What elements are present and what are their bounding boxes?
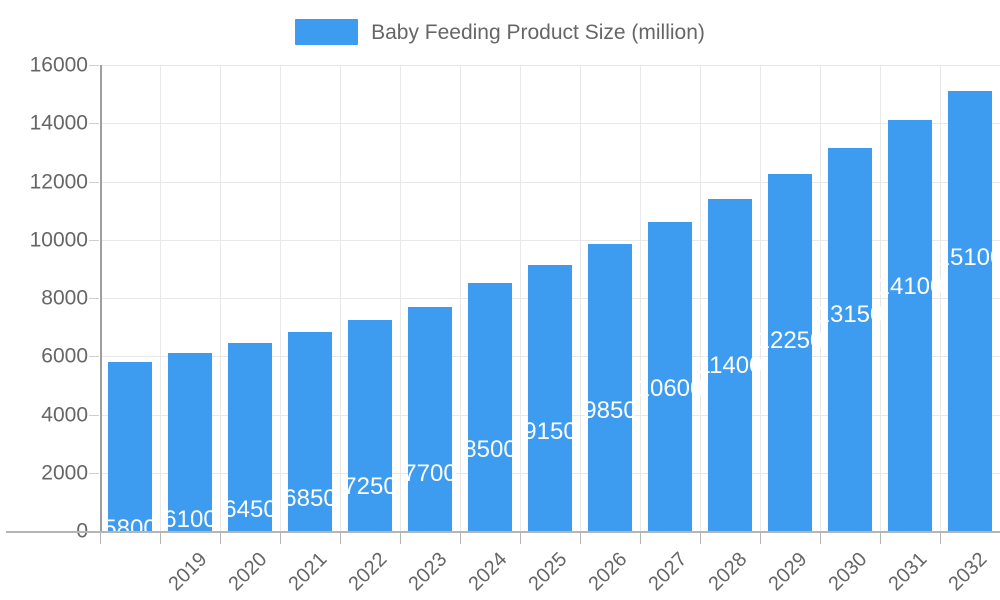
- bar[interactable]: 5800: [103, 362, 157, 541]
- legend-item-baby-feeding-product-size[interactable]: Baby Feeding Product Size (million): [295, 19, 705, 45]
- x-axis-tick-label: 2021: [284, 548, 332, 596]
- bar-series-baby-feeding-product-size: 5800 6100 6450 6850 7250 7700 8500 9150 9850 1060…: [100, 65, 1000, 541]
- y-axis-tick-mark: [89, 298, 99, 299]
- bar-value-label: 14100: [876, 273, 944, 301]
- x-axis-tick-label: 2029: [764, 548, 812, 596]
- bar[interactable]: 14100: [877, 120, 943, 531]
- y-axis-tick-mark: [89, 356, 99, 358]
- y-axis-tick-mark: [89, 65, 99, 66]
- x-axis-tick-label: 2030: [824, 548, 872, 596]
- bar-value-label: 10600: [636, 375, 704, 403]
- plot-area: 5800 6100 6450 6850 7250 7700 8500 9150 9850 1060…: [100, 65, 1000, 541]
- bar[interactable]: 6850: [283, 331, 337, 531]
- y-axis-tick-labels: 0200040006000800010000120001400016000: [0, 0, 100, 600]
- x-axis-tick-mark: [940, 533, 941, 544]
- x-axis-tick-mark: [460, 533, 461, 544]
- bar[interactable]: 9150: [523, 264, 577, 531]
- bar-value-label: 6100: [163, 506, 217, 534]
- bar[interactable]: 13150: [817, 148, 883, 531]
- bar[interactable]: 6450: [223, 343, 277, 531]
- x-axis-line: [6, 531, 1000, 533]
- x-axis-tick-mark: [160, 533, 161, 544]
- bar-value-label: 9150: [523, 417, 577, 445]
- y-axis-tick-label: 14000: [29, 111, 88, 135]
- bar[interactable]: 12250: [757, 174, 823, 531]
- x-axis-tick-mark: [340, 533, 341, 544]
- bar[interactable]: 9850: [583, 244, 637, 531]
- x-axis-tick-mark: [760, 533, 761, 544]
- x-axis-tick-label: 2019: [164, 548, 212, 596]
- x-axis-tick-label: 2028: [704, 548, 752, 596]
- bar-value-label: 8500: [463, 436, 517, 464]
- y-axis-tick-mark: [89, 472, 99, 474]
- x-axis-tick-label: 2023: [404, 548, 452, 596]
- chart-legend: Baby Feeding Product Size (million): [0, 14, 1000, 50]
- x-axis-tick-label: 2027: [644, 548, 692, 596]
- x-axis-tick-label: 2024: [464, 548, 512, 596]
- bar-value-label: 6850: [283, 484, 337, 512]
- bar[interactable]: 15100: [937, 91, 1000, 531]
- x-axis-tick-mark: [880, 533, 881, 544]
- bar-value-label: 15100: [936, 244, 1000, 272]
- x-axis-tick-mark: [640, 533, 641, 544]
- x-axis-tick-mark: [520, 533, 521, 544]
- x-axis-tick-mark: [820, 533, 821, 544]
- x-axis-tick-mark: [400, 533, 401, 544]
- y-axis-tick-mark: [89, 123, 99, 125]
- legend-item-label: Baby Feeding Product Size (million): [371, 20, 705, 44]
- y-axis-line: [100, 65, 102, 532]
- bar[interactable]: 7700: [403, 306, 457, 531]
- bar[interactable]: 10600: [637, 222, 703, 531]
- bar[interactable]: 7250: [343, 319, 397, 531]
- y-axis-tick-label: 12000: [29, 170, 88, 193]
- bar-value-label: 13150: [816, 301, 884, 329]
- bar-value-label: 11400: [697, 351, 763, 379]
- y-axis-tick-mark: [89, 181, 99, 183]
- y-axis-tick-label: 6000: [41, 344, 88, 368]
- bar-value-label: 6450: [223, 496, 277, 524]
- x-axis-tick-mark: [700, 533, 701, 544]
- y-axis-tick-mark: [89, 239, 99, 241]
- y-axis-tick-label: 10000: [29, 228, 88, 252]
- bar[interactable]: 8500: [463, 283, 517, 531]
- y-axis-tick-label: 2000: [41, 461, 88, 485]
- x-axis-tick-mark: [280, 533, 281, 544]
- bar-value-label: 7700: [403, 459, 457, 487]
- x-axis-tick-label: 2020: [224, 548, 272, 596]
- x-axis-tick-label: 2025: [524, 548, 572, 596]
- x-axis-tick-mark: [580, 533, 581, 544]
- y-axis-tick-mark: [89, 414, 99, 416]
- bar-value-label: 7250: [343, 472, 397, 500]
- legend-color-swatch: [295, 19, 359, 45]
- x-axis-tick-label: 2032: [944, 548, 992, 596]
- x-axis-tick-label: 2026: [584, 548, 632, 596]
- y-axis-tick-label: 4000: [41, 403, 88, 426]
- bar-value-label: 5800: [103, 515, 157, 543]
- y-axis-tick-label: 8000: [41, 286, 88, 310]
- x-axis-tick-label: 2022: [344, 548, 392, 596]
- y-axis-tick-label: 16000: [29, 53, 88, 77]
- bar[interactable]: 6100: [163, 353, 217, 532]
- x-axis-tick-label: 2031: [884, 548, 932, 596]
- bar[interactable]: 11400: [698, 198, 762, 531]
- bar-value-label: 9850: [583, 397, 637, 425]
- x-axis-tick-mark: [100, 533, 101, 544]
- bar-value-label: 12250: [756, 327, 824, 355]
- x-axis-tick-mark: [220, 533, 221, 544]
